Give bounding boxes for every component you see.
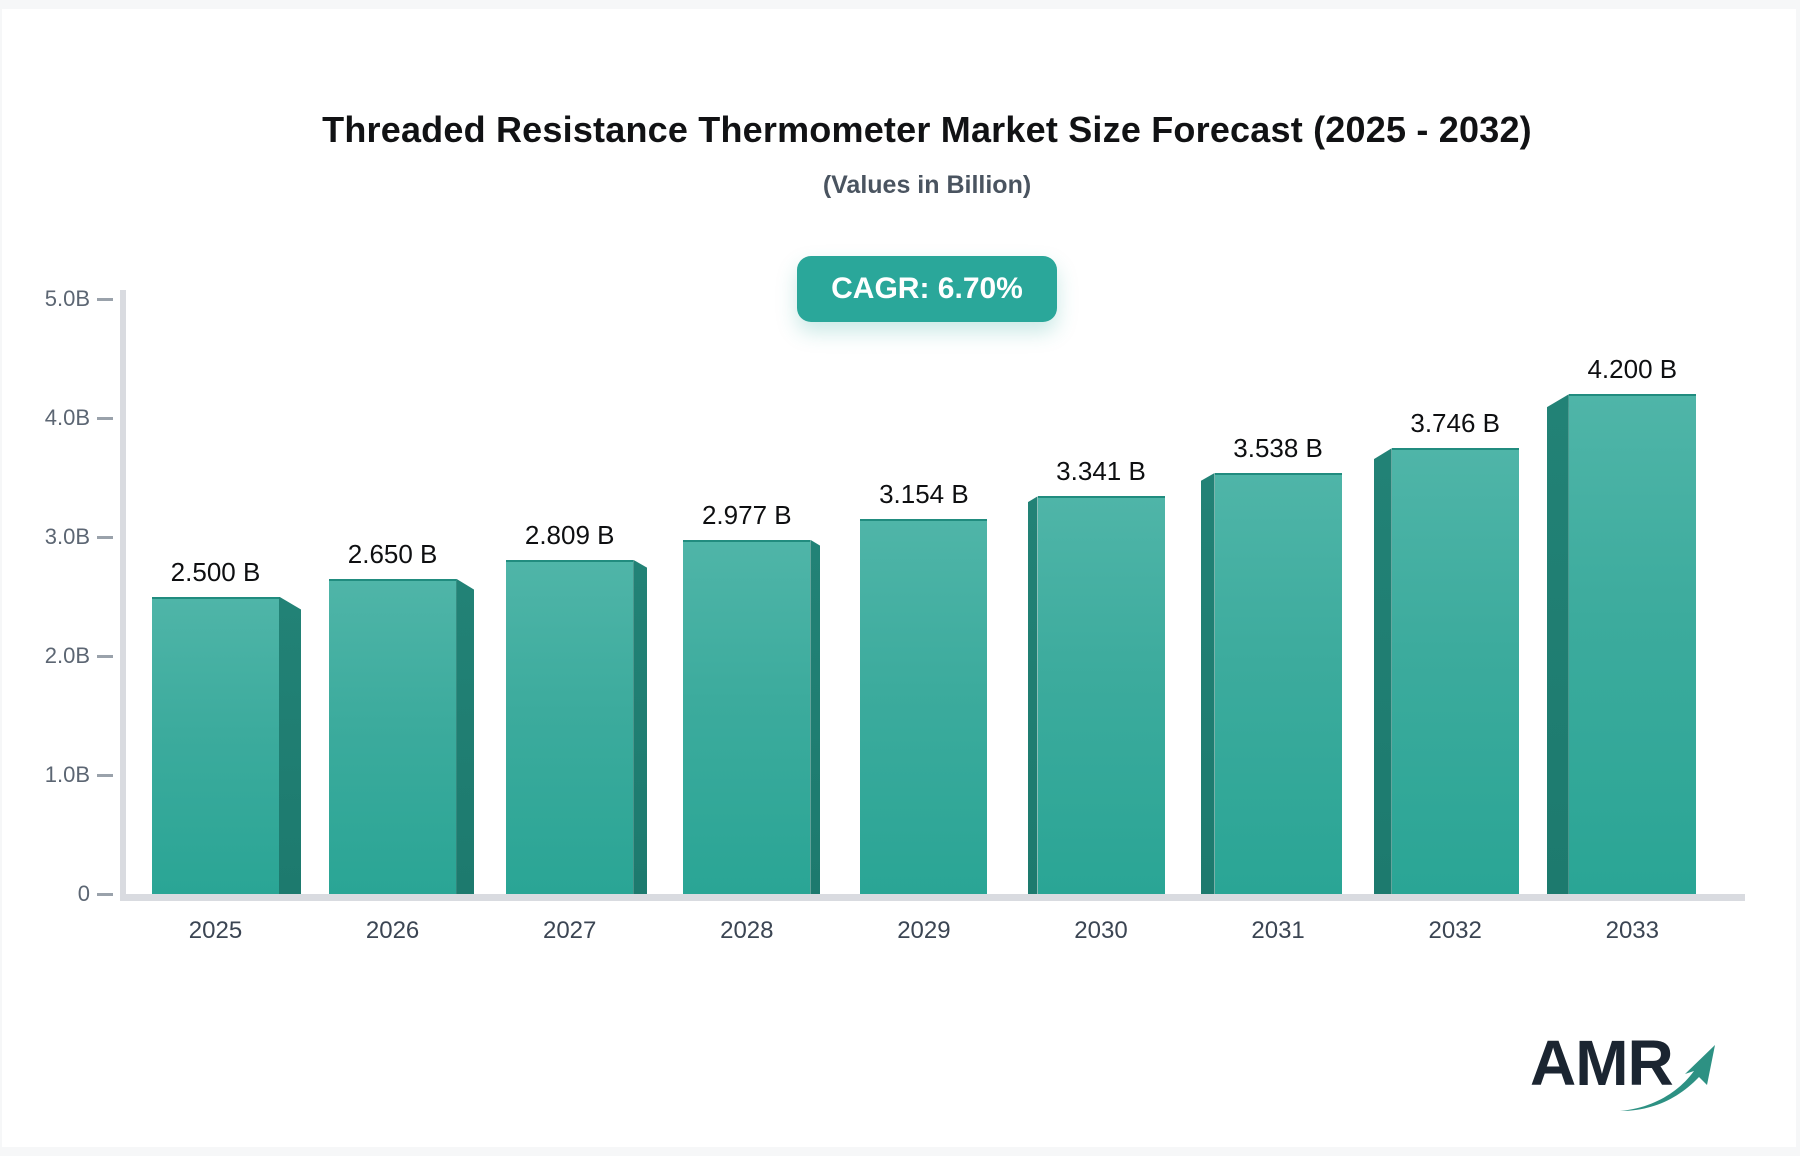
amr-logo-text: AMR	[1530, 1027, 1674, 1099]
bar	[1391, 448, 1519, 894]
bar-value-label: 3.538 B	[1233, 432, 1323, 463]
bar	[860, 518, 988, 894]
x-tick-label: 2032	[1428, 917, 1482, 944]
x-tick-label: 2028	[720, 917, 774, 944]
bar-value-label: 2.650 B	[347, 538, 438, 569]
y-tick-label: 0	[77, 881, 90, 906]
chart-subtitle: (Values in Billion)	[2, 171, 1796, 200]
bar-value-label: 3.341 B	[1056, 456, 1146, 487]
right-edge	[1798, 0, 1800, 1156]
left-edge	[0, 0, 2, 1156]
bar-3d-side	[1027, 496, 1038, 894]
bar-3d-side	[279, 596, 301, 894]
x-tick-label: 2031	[1251, 917, 1305, 944]
page-title: Threaded Resistance Thermometer Market S…	[2, 109, 1796, 151]
top-edge	[0, 0, 1800, 9]
x-tick-label: 2033	[1605, 917, 1659, 944]
bar-chart-plot: 0 1.0B 2.0B 3.0B 4.0B 5.0B 2.500 B 2025 2.650 B 2…	[2, 9, 1796, 1147]
y-axis-line	[120, 290, 126, 901]
bar	[506, 559, 634, 894]
y-tick-mark	[97, 893, 113, 896]
bar-3d-side	[1200, 472, 1215, 894]
cagr-badge: CAGR: 6.70%	[797, 256, 1057, 322]
chart-title-text: Threaded Resistance Thermometer Market S…	[322, 109, 1532, 150]
bar-value-label: 3.746 B	[1410, 408, 1500, 439]
bar-value-label: 4.200 B	[1587, 354, 1678, 385]
x-tick-label: 2029	[897, 917, 951, 944]
cagr-badge-row: CAGR: 6.70%	[2, 256, 1796, 322]
bar-3d-side	[810, 539, 821, 894]
x-tick-label: 2025	[188, 917, 243, 944]
amr-logo: AMR	[1530, 1031, 1730, 1121]
bar	[329, 578, 457, 894]
bar-3d-side	[1373, 448, 1392, 894]
bar-3d-side	[456, 578, 475, 894]
bar-3d-side	[633, 559, 648, 894]
bar	[1037, 496, 1165, 894]
bottom-edge	[0, 1147, 1800, 1156]
growth-arrow-icon	[1620, 1045, 1715, 1111]
y-tick-mark	[97, 774, 113, 777]
bar-value-label: 2.977 B	[701, 499, 792, 530]
x-tick-label: 2030	[1074, 917, 1128, 944]
y-tick-label: 1.0B	[44, 762, 90, 787]
y-tick-label: 2.0B	[44, 643, 90, 668]
x-axis-baseline	[120, 894, 1745, 901]
bar-value-label: 3.154 B	[879, 478, 969, 509]
bar	[1568, 394, 1696, 894]
chart-card: Threaded Resistance Thermometer Market S…	[2, 9, 1796, 1147]
x-tick-label: 2026	[365, 917, 420, 944]
bar	[683, 539, 811, 894]
chart-subtitle-text: (Values in Billion)	[822, 171, 1032, 199]
bar-value-label: 2.809 B	[524, 519, 615, 550]
y-tick-label: 4.0B	[44, 405, 90, 430]
y-tick-label: 3.0B	[44, 524, 90, 549]
bar	[152, 596, 279, 894]
x-tick-label: 2027	[542, 917, 597, 944]
bar	[1214, 472, 1342, 894]
y-tick-mark	[97, 417, 113, 420]
bar-3d-side	[1546, 394, 1569, 894]
y-tick-mark	[97, 298, 113, 301]
y-tick-mark	[97, 536, 113, 539]
bar-value-label: 2.500 B	[170, 556, 261, 587]
y-tick-mark	[97, 655, 113, 658]
y-tick-label: 5.0B	[44, 286, 90, 311]
